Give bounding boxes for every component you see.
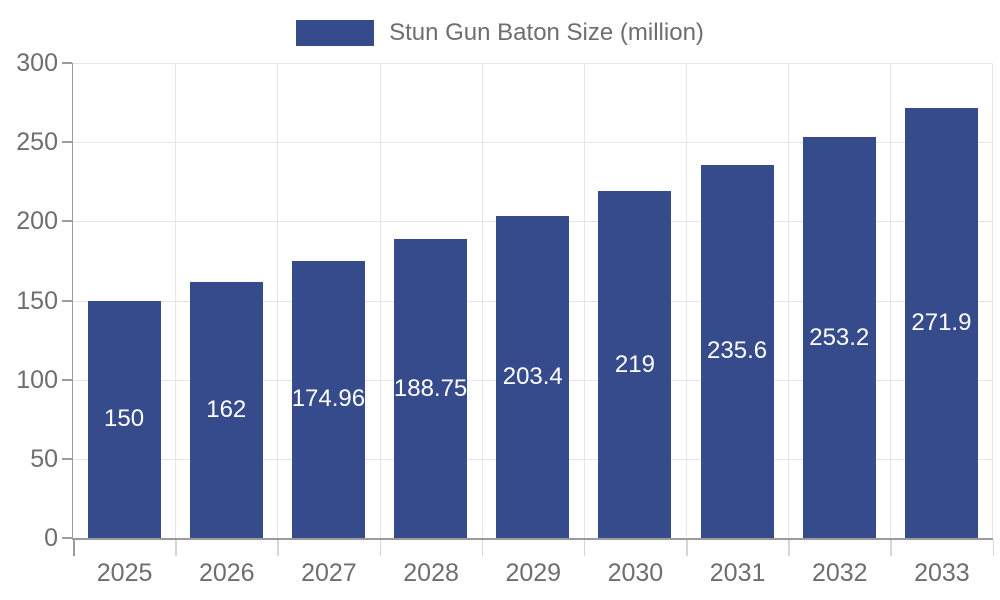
x-tick-label: 2027 [301, 559, 357, 587]
bar-value-label: 162 [206, 395, 247, 423]
x-tick-label: 2025 [96, 559, 153, 587]
v-gridline [788, 63, 790, 538]
y-axis-tick [62, 457, 72, 460]
v-gridline [481, 63, 483, 538]
x-axis-tick [583, 540, 586, 556]
bar-value-label: 253.2 [809, 323, 870, 351]
plot-area: 150 162 174.96 188.75 203.4 219 235.6 253.2 271.… [72, 63, 993, 540]
y-tick-label: 250 [16, 128, 58, 157]
bar-value-label: 174.96 [291, 385, 366, 413]
y-axis-tick [62, 299, 72, 302]
bar-value-label: 235.6 [707, 337, 768, 365]
legend[interactable]: Stun Gun Baton Size (million) [0, 19, 1000, 47]
y-tick-label: 300 [16, 49, 58, 77]
bar: 162 [189, 281, 263, 538]
x-tick-label: 2028 [403, 559, 459, 587]
h-gridline [73, 63, 993, 64]
v-gridline [277, 63, 279, 538]
y-axis-tick [62, 537, 72, 539]
x-axis-tick [73, 540, 75, 556]
bar: 188.75 [394, 239, 467, 538]
bar-value-label: 203.4 [502, 362, 563, 390]
v-gridline [991, 63, 993, 538]
y-tick-label: 200 [16, 207, 58, 236]
x-tick-label: 2030 [607, 559, 664, 587]
bar-value-label: 271.9 [911, 308, 972, 336]
bar: 253.2 [802, 137, 876, 538]
v-gridline [379, 63, 381, 538]
x-tick-label: 2032 [811, 559, 868, 587]
v-gridline [583, 63, 585, 538]
bar-value-label: 150 [104, 405, 145, 433]
x-axis-tick [379, 540, 381, 556]
y-axis-tick [62, 220, 72, 223]
x-axis-tick [686, 540, 688, 556]
y-axis-tick [62, 62, 72, 64]
x-axis-tick [277, 540, 279, 556]
legend-label: Stun Gun Baton Size (million) [389, 19, 704, 46]
bar-value-label: 188.75 [393, 374, 468, 402]
h-gridline [73, 142, 993, 144]
x-axis-tick [788, 540, 790, 556]
v-gridline [890, 63, 892, 538]
x-tick-label: 2033 [914, 559, 970, 587]
x-axis-tick [481, 540, 484, 556]
y-tick-label: 0 [44, 524, 58, 552]
bar: 235.6 [700, 164, 774, 538]
y-tick-label: 50 [30, 444, 58, 473]
x-axis-tick [175, 540, 177, 556]
x-tick-label: 2029 [505, 559, 562, 587]
x-axis-tick [890, 540, 892, 556]
x-tick-label: 2026 [198, 559, 255, 587]
bar: 203.4 [496, 215, 570, 538]
y-axis-tick [62, 141, 72, 144]
v-gridline [175, 63, 177, 538]
y-tick-label: 150 [16, 286, 58, 315]
bar: 150 [87, 300, 161, 538]
bar-value-label: 219 [614, 350, 655, 378]
legend-swatch [296, 20, 375, 46]
x-tick-label: 2031 [709, 559, 766, 587]
v-gridline [686, 63, 687, 538]
y-axis-tick [62, 378, 72, 381]
bar: 219 [598, 191, 672, 538]
bar: 271.9 [904, 107, 978, 538]
bar: 174.96 [291, 260, 366, 538]
y-tick-label: 100 [16, 365, 58, 394]
x-axis-tick [992, 540, 994, 556]
